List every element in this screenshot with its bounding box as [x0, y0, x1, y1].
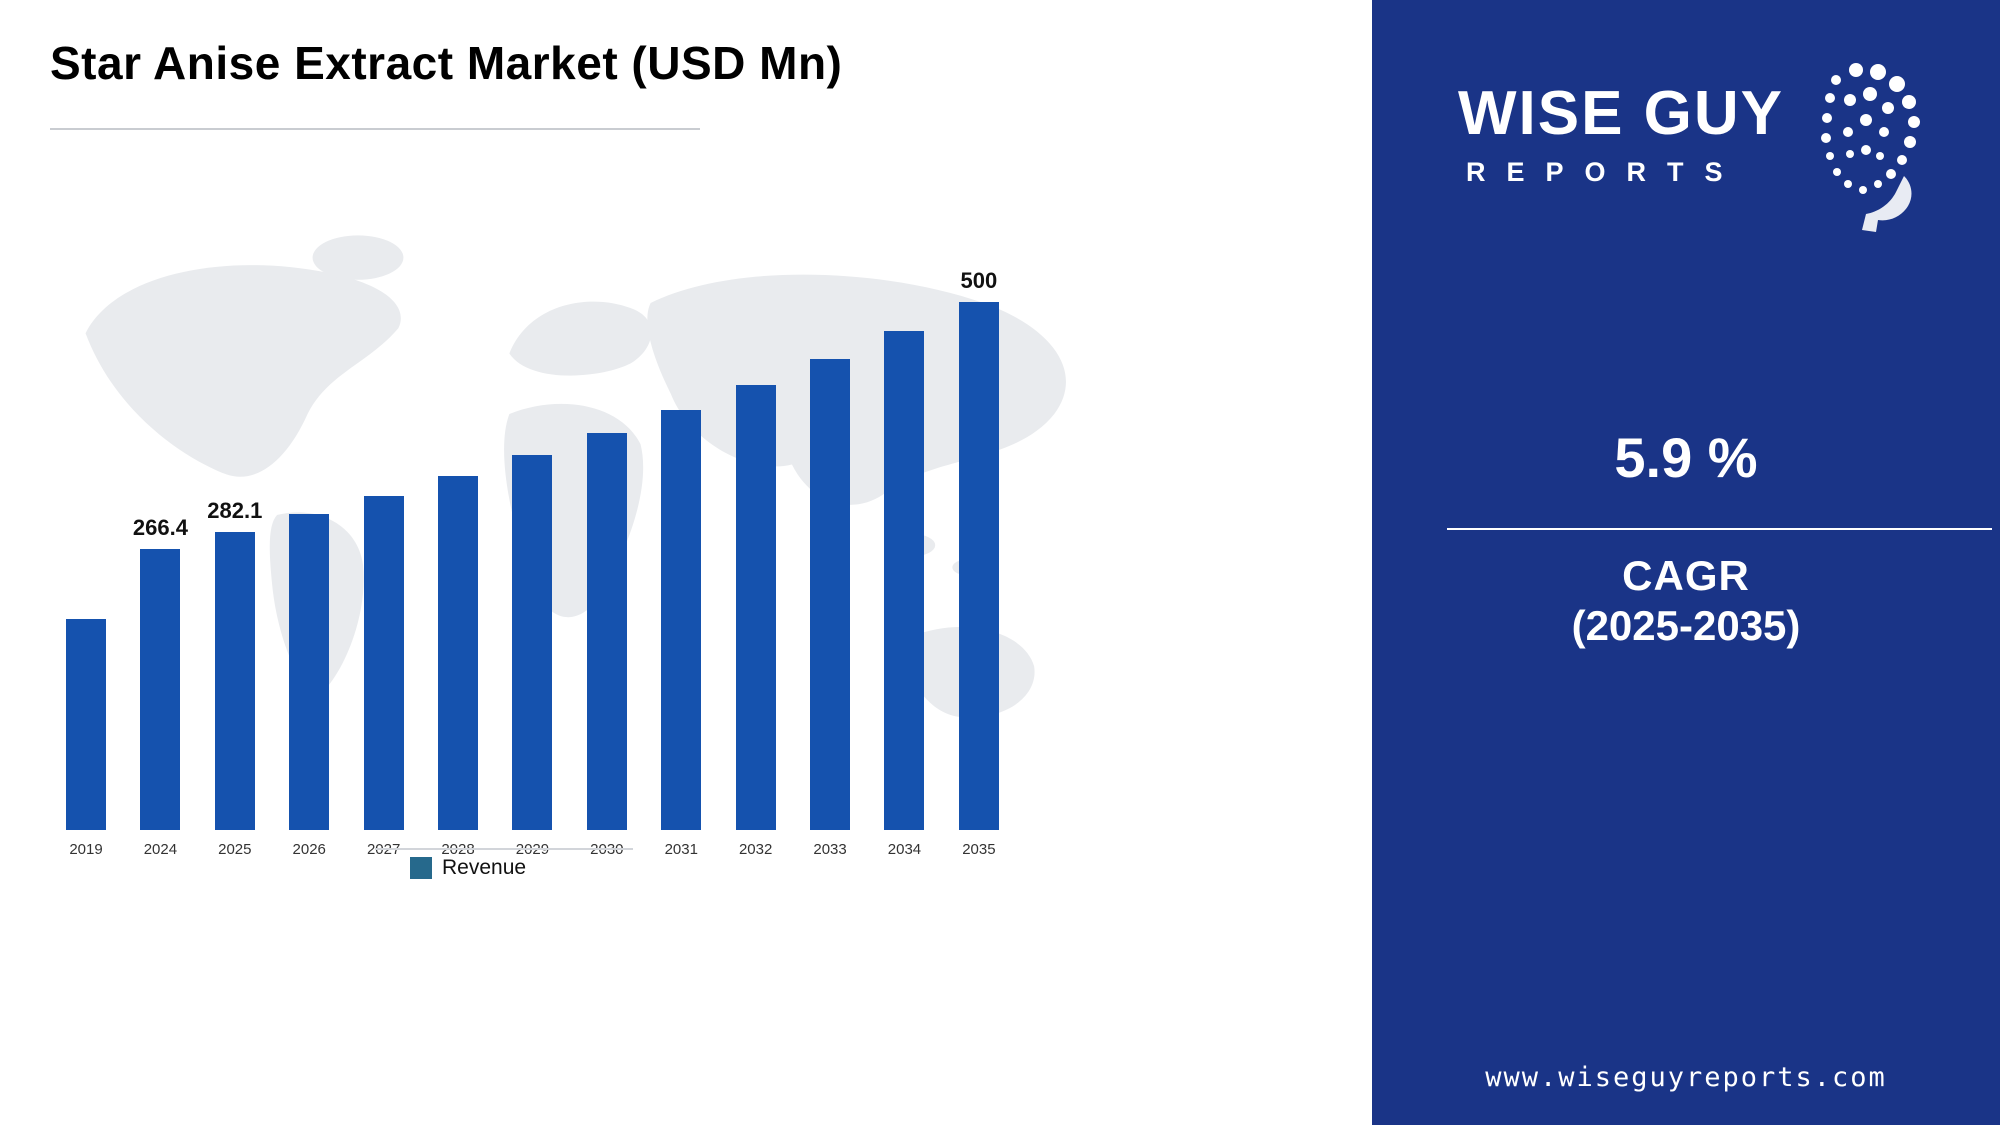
bar-group: 2029: [501, 195, 563, 860]
title-divider: [50, 128, 700, 130]
chart-panel: Star Anise Extract Market (USD Mn) 2019 2…: [50, 37, 1066, 880]
legend-label: Revenue: [442, 856, 527, 879]
x-axis-tick-label: 2034: [887, 841, 922, 858]
bar-value-label: 282.1: [207, 498, 263, 523]
bar-group: 500 2035: [948, 195, 1010, 860]
brand-panel: WISE GUY REPORTS 5.9 % CAGR (2025-: [1372, 0, 2000, 1125]
bar-chart: 2019 266.4 2024 282.1 2025 2026 2027 20282029 20…: [55, 195, 1010, 860]
brand-logo-inner: WISE GUY REPORTS: [1457, 63, 1921, 232]
x-axis-tick-label: 2024: [143, 841, 178, 858]
page-title: Star Anise Extract Market (USD Mn): [50, 37, 843, 89]
brand-name: WISE GUY: [1457, 79, 1785, 148]
website-link[interactable]: www.wiseguyreports.com: [1485, 1062, 1887, 1093]
legend-revenue[interactable]: Revenue: [410, 856, 526, 880]
bar-group: 2033: [799, 195, 861, 860]
bar-group: 2027: [353, 195, 415, 860]
cagr-value: 5.9 %: [1614, 426, 1758, 489]
revenue-bar: [512, 455, 553, 830]
revenue-bar: [958, 302, 999, 830]
legend-swatch: [410, 857, 432, 879]
brand-logo: WISE GUY REPORTS: [1372, 63, 2000, 232]
x-axis-tick-label: 2026: [292, 841, 326, 858]
revenue-bar: [884, 331, 925, 830]
bar-group: 2019: [55, 195, 117, 860]
revenue-bar: [438, 476, 479, 830]
x-axis-tick-label: 2032: [738, 841, 773, 858]
bar-group: 2026: [278, 195, 340, 860]
revenue-bar: [363, 496, 404, 830]
revenue-bar: [289, 514, 330, 830]
cagr-label: CAGR: [1622, 552, 1750, 599]
revenue-bar: [140, 549, 181, 830]
bar-value-label: 266.4: [132, 515, 188, 540]
x-axis-tick-label: 2033: [813, 841, 847, 858]
revenue-bar: [661, 410, 702, 830]
dotted-head-icon: [1821, 63, 1921, 232]
bar-value-label: 500: [960, 268, 998, 293]
bar-group: 2028: [427, 195, 489, 860]
cagr-period: (2025-2035): [1571, 602, 1801, 649]
x-axis-tick-label: 2019: [69, 841, 103, 858]
brand-subname: REPORTS: [1465, 157, 1744, 187]
revenue-bar: [214, 532, 255, 830]
revenue-bar: [66, 619, 106, 830]
legend-divider: [375, 848, 633, 850]
bar-group: 282.1 2025: [204, 195, 266, 860]
x-axis-tick-label: 2030: [590, 840, 623, 860]
bar-group: 2031: [650, 195, 712, 860]
bar-group: 2030: [576, 195, 638, 860]
cagr-divider: [1447, 528, 1992, 530]
revenue-bar: [735, 385, 776, 830]
revenue-bar: [586, 433, 627, 830]
bar-group: 266.4 2024: [129, 195, 191, 860]
x-axis-tick-label: 2025: [218, 841, 252, 858]
revenue-bar: [810, 359, 851, 830]
x-axis-tick-label: 2027: [367, 840, 400, 860]
bar-group: 2032: [725, 195, 787, 860]
x-axis-tick-label: 2035: [962, 841, 996, 858]
x-axis-tick-label: 2031: [664, 841, 698, 858]
bar-group: 2034: [873, 195, 935, 860]
